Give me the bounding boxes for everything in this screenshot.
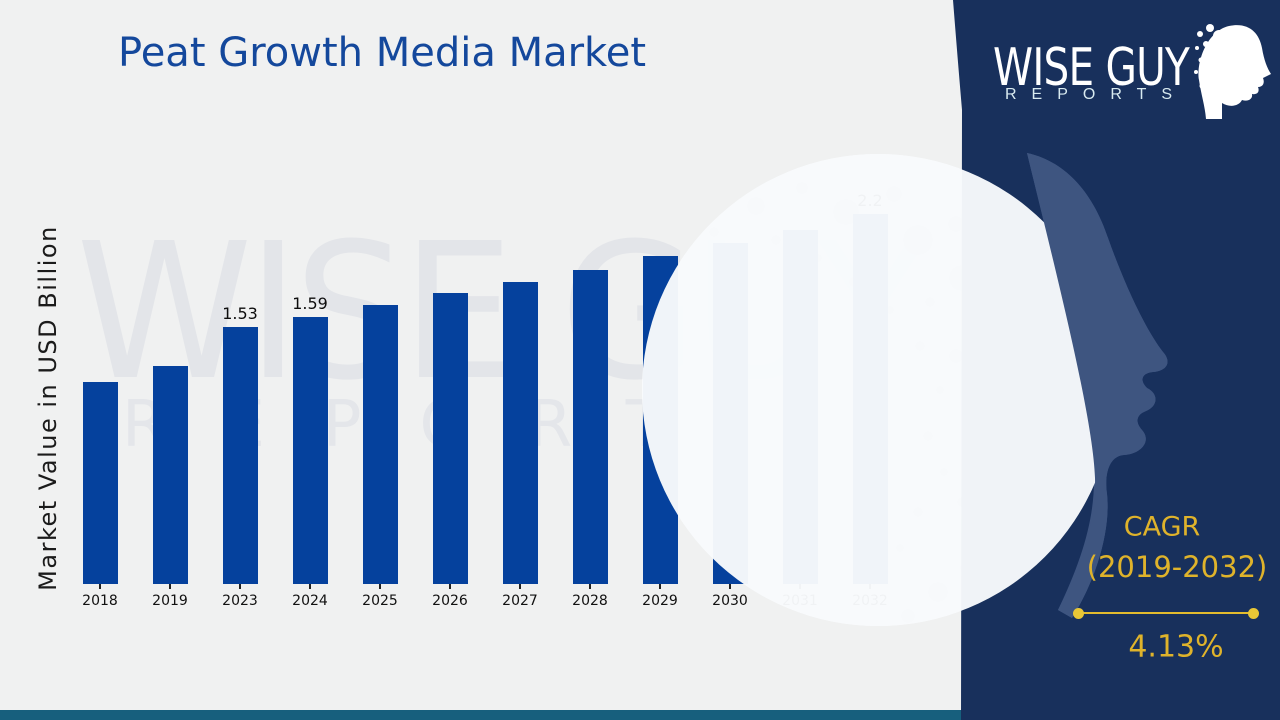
cagr-value: 4.13% [1128,629,1224,665]
cagr-title: CAGR [1123,511,1201,543]
x-tick-2025 [379,584,381,589]
bar-2024 [292,317,328,584]
face-profile-icon [1194,24,1271,119]
chart-title: Peat Growth Media Market [118,30,647,76]
bar-2028 [572,270,608,584]
x-tick-2026 [449,584,451,589]
brand-name: WISE GUY [993,38,1190,98]
x-tick-label-2030: 2030 [712,593,748,609]
bar-2023 [222,327,258,584]
x-tick-label-2019: 2019 [152,593,188,609]
x-tick-label-2028: 2028 [572,593,608,609]
x-tick-2030 [729,584,731,589]
cagr-range: (2019-2032) [1086,550,1268,584]
x-tick-label-2027: 2027 [502,593,538,609]
bar-value-label-2023: 1.53 [222,304,258,323]
panel-head-blob-overlap [642,154,1114,626]
x-tick-2028 [589,584,591,589]
cagr-divider-dot-left [1073,608,1084,619]
x-tick-label-2018: 2018 [82,593,118,609]
x-tick-2027 [519,584,521,589]
x-tick-2018 [99,584,101,589]
bar-value-label-2024: 1.59 [292,294,328,313]
footer-accent-bar [0,710,963,720]
cagr-divider-dot-right [1248,608,1259,619]
x-tick-2019 [169,584,171,589]
x-tick-label-2025: 2025 [362,593,398,609]
y-axis-label: Market Value in USD Billion [34,225,62,591]
cagr-divider-line [1078,612,1253,614]
bar-2026 [432,293,468,584]
bar-2027 [502,282,538,584]
x-tick-2024 [309,584,311,589]
brand-subtitle: REPORTS [1004,86,1188,103]
bar-2025 [362,305,398,584]
x-tick-label-2023: 2023 [222,593,258,609]
x-tick-label-2029: 2029 [642,593,678,609]
bar-2018 [82,382,118,584]
x-tick-2029 [659,584,661,589]
face-profile-silhouette-front [1027,153,1168,618]
bar-2019 [152,366,188,584]
x-tick-2023 [239,584,241,589]
x-tick-label-2026: 2026 [432,593,468,609]
x-tick-label-2024: 2024 [292,593,328,609]
